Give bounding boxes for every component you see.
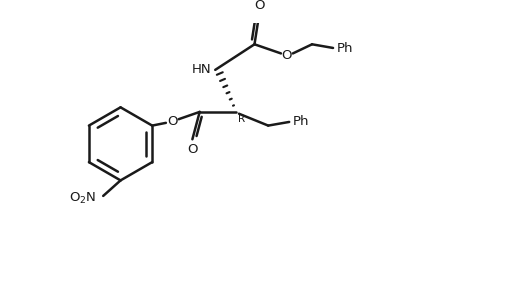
- Text: HN: HN: [192, 63, 211, 76]
- Text: O: O: [167, 115, 178, 127]
- Text: Ph: Ph: [337, 42, 353, 55]
- Text: O: O: [281, 49, 292, 62]
- Text: O: O: [254, 0, 265, 11]
- Text: Ph: Ph: [293, 115, 309, 127]
- Text: O: O: [187, 143, 198, 156]
- Text: R: R: [238, 114, 245, 124]
- Text: O$_2$N: O$_2$N: [69, 191, 96, 206]
